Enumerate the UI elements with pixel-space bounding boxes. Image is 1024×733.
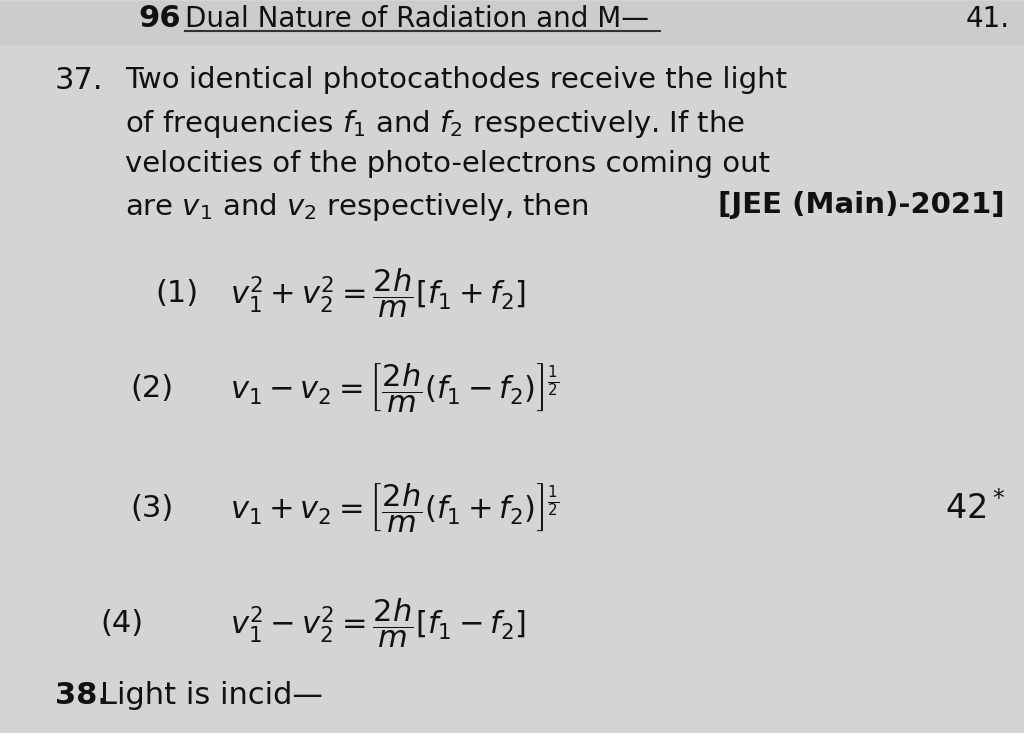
Text: 41.: 41. [966, 4, 1010, 33]
Text: Light is incid—: Light is incid— [100, 680, 323, 710]
Text: (3): (3) [130, 494, 173, 523]
Text: $v_1 - v_2 = \left[\dfrac{2h}{m}(f_1 - f_2)\right]^{\frac{1}{2}}$: $v_1 - v_2 = \left[\dfrac{2h}{m}(f_1 - f… [230, 361, 559, 415]
Text: (2): (2) [130, 374, 173, 403]
Text: 38.: 38. [55, 680, 109, 710]
Text: Dual Nature of Radiation and M—: Dual Nature of Radiation and M— [185, 4, 649, 33]
Text: 96: 96 [138, 4, 181, 33]
Text: Two identical photocathodes receive the light: Two identical photocathodes receive the … [125, 65, 787, 94]
Text: (1): (1) [155, 279, 198, 308]
Text: [JEE (Main)-2021]: [JEE (Main)-2021] [719, 191, 1005, 219]
Text: (4): (4) [100, 608, 143, 638]
Text: are $v_1$ and $v_2$ respectively, then: are $v_1$ and $v_2$ respectively, then [125, 191, 589, 224]
Text: velocities of the photo-electrons coming out: velocities of the photo-electrons coming… [125, 150, 770, 177]
Text: $v_1^2 + v_2^2 = \dfrac{2h}{m}[f_1 + f_2]$: $v_1^2 + v_2^2 = \dfrac{2h}{m}[f_1 + f_2… [230, 267, 526, 320]
Text: $v_1^2 - v_2^2 = \dfrac{2h}{m}[f_1 - f_2]$: $v_1^2 - v_2^2 = \dfrac{2h}{m}[f_1 - f_2… [230, 597, 526, 650]
Text: $v_1 + v_2 = \left[\dfrac{2h}{m}(f_1 + f_2)\right]^{\frac{1}{2}}$: $v_1 + v_2 = \left[\dfrac{2h}{m}(f_1 + f… [230, 482, 559, 535]
Text: of frequencies $f_1$ and $f_2$ respectively. If the: of frequencies $f_1$ and $f_2$ respectiv… [125, 108, 745, 139]
Bar [0, 1, 1024, 43]
Text: 37.: 37. [55, 65, 103, 95]
Text: $42^*$: $42^*$ [945, 491, 1005, 526]
